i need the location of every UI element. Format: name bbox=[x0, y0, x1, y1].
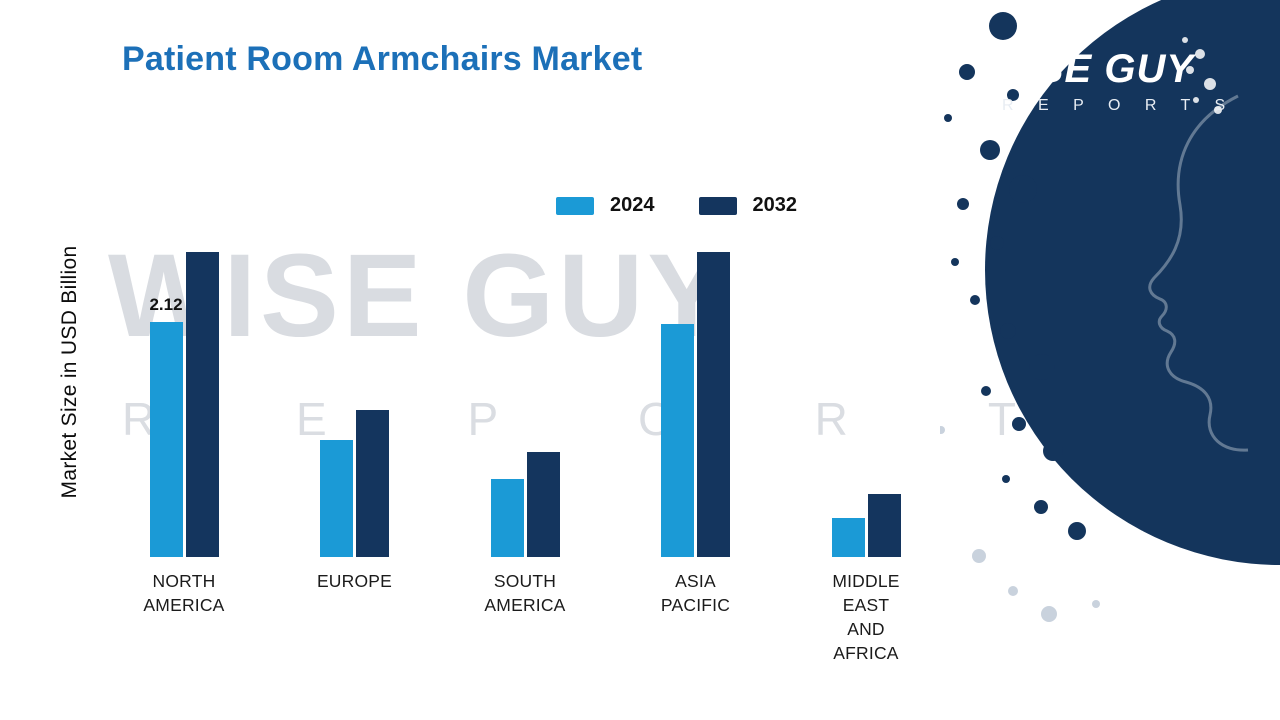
legend-label-2024: 2024 bbox=[610, 194, 655, 216]
category-label: EUROPE bbox=[316, 571, 393, 591]
logo-face-dots bbox=[1182, 37, 1222, 114]
bar-2032-north-america bbox=[185, 252, 219, 557]
bar-pair bbox=[661, 237, 730, 557]
bar-2024-middle-east-and-africa bbox=[831, 518, 865, 557]
bar-pair: 2.12 bbox=[149, 237, 219, 557]
bar-group-middle-east-and-africa: MIDDLE EAST AND AFRICA bbox=[781, 237, 951, 666]
y-axis-label: Market Size in USD Billion bbox=[58, 245, 81, 499]
bar-pair bbox=[490, 237, 560, 557]
logo-reports-text: R E P O R T S bbox=[1002, 97, 1235, 114]
page-title: Patient Room Armchairs Market bbox=[122, 40, 643, 78]
face-profile-curve bbox=[1148, 94, 1249, 452]
logo-wiseguy-text: WISE GUY bbox=[986, 47, 1196, 91]
bar-2024-north-america: 2.12 bbox=[149, 295, 183, 557]
bar-2032-asia-pacific bbox=[697, 252, 730, 557]
bar-2024-asia-pacific bbox=[661, 324, 694, 557]
bar-2032-europe bbox=[356, 410, 389, 557]
bar-2032-middle-east-and-africa bbox=[867, 494, 901, 557]
category-label: ASIA PACIFIC bbox=[660, 571, 731, 616]
bar-pair bbox=[320, 237, 389, 557]
bar-pair bbox=[831, 237, 901, 557]
legend-label-2032: 2032 bbox=[752, 194, 798, 216]
bar-2032-south-america bbox=[526, 452, 560, 557]
bar-group-europe: EUROPE bbox=[270, 237, 440, 666]
brand-blob bbox=[985, 0, 1280, 565]
bar-value-label: 2.12 bbox=[149, 295, 183, 314]
legend-swatch-2024 bbox=[556, 196, 594, 215]
legend-item-2024: 2024 bbox=[556, 194, 655, 217]
chart-legend: 2024 2032 bbox=[556, 194, 797, 217]
bar-chart: 2.12 NORTH AMERICA EUROPE SOUTH AMERICA ASIA… bbox=[99, 237, 951, 666]
bar-group-asia-pacific: ASIA PACIFIC bbox=[611, 237, 781, 666]
brand-corner-graphic: WISE GUY R E P O R T S bbox=[940, 0, 1280, 622]
legend-swatch-2032 bbox=[698, 196, 737, 215]
bar-group-north-america: 2.12 NORTH AMERICA bbox=[99, 237, 269, 666]
category-label: SOUTH AMERICA bbox=[484, 571, 566, 616]
bar-group-south-america: SOUTH AMERICA bbox=[440, 237, 610, 666]
category-label: NORTH AMERICA bbox=[143, 571, 225, 616]
legend-item-2032: 2032 bbox=[698, 194, 798, 217]
bar-2024-south-america bbox=[490, 479, 524, 557]
category-label: MIDDLE EAST AND AFRICA bbox=[832, 571, 900, 664]
bar-2024-europe bbox=[320, 440, 353, 557]
dots-pattern bbox=[944, 12, 1086, 540]
dots-pattern-light bbox=[940, 426, 1100, 622]
